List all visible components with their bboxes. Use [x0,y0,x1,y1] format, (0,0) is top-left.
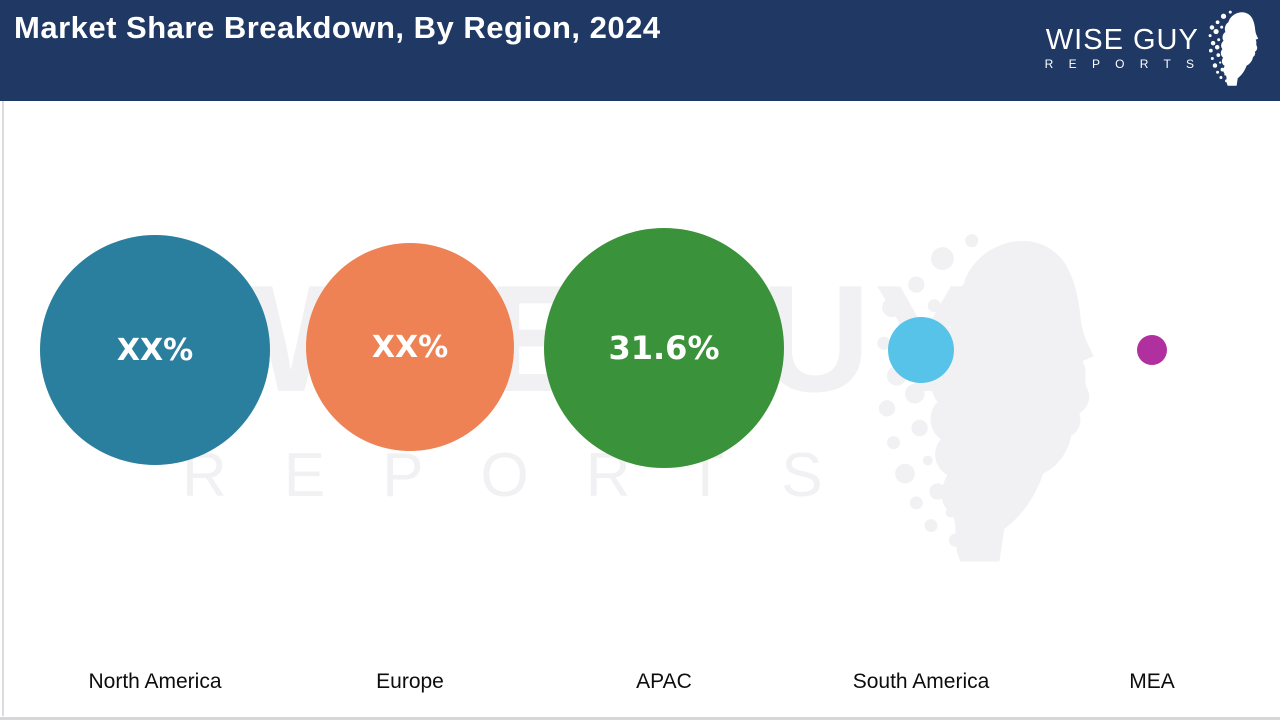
category-label-mea: MEA [1129,670,1175,693]
brand-wordmark: WISE GUY R E P O R T S [1045,25,1200,71]
page-title: Market Share Breakdown, By Region, 2024 [14,10,661,45]
chart-left-border [2,101,4,716]
header: Market Share Breakdown, By Region, 2024 … [0,0,1280,101]
category-label-south-america: South America [852,670,990,693]
chart-bottom-border [0,717,1280,720]
watermark-face-icon [800,226,1176,568]
brand-logo: WISE GUY R E P O R T S [1045,8,1262,88]
brand-tagline: R E P O R T S [1044,57,1200,72]
brand-name: WISE GUY [1045,23,1199,56]
bubble-value-north-america: XX% [116,332,194,368]
category-label-north-america: North America [88,670,222,693]
watermark-tagline: REPORTS [182,441,880,510]
brand-face-icon [1206,8,1262,88]
bubble-value-apac: 31.6% [608,329,720,367]
bubble-value-europe: XX% [371,329,449,365]
bubble-north-america: XX% [40,235,270,465]
bubble-south-america [888,317,954,383]
category-label-apac: APAC [636,670,692,693]
bubble-mea [1137,335,1167,365]
category-label-europe: Europe [376,670,444,693]
bubble-europe: XX% [306,243,514,451]
bubble-apac: 31.6% [544,228,784,468]
